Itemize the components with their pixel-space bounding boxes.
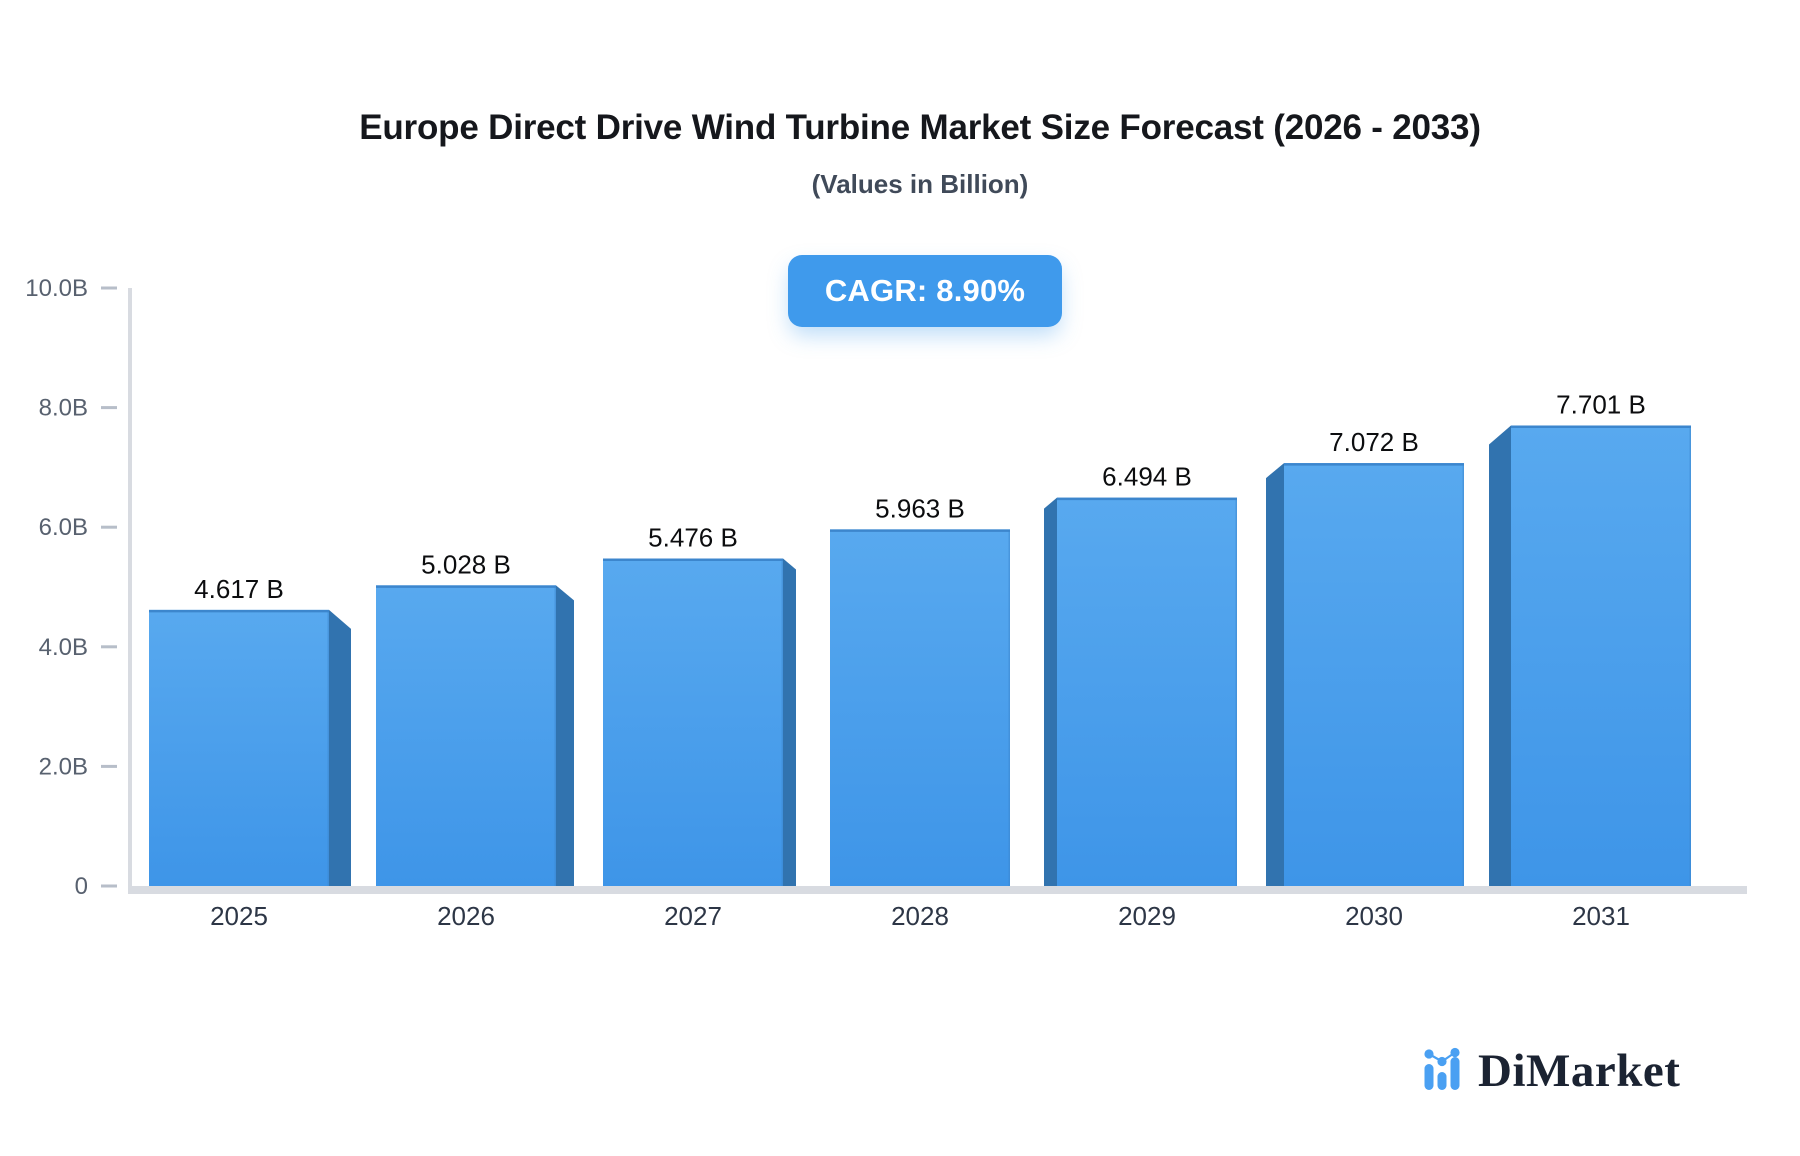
- bar-chart-logo-icon: [1424, 1047, 1460, 1090]
- logo-dot-left: [1424, 1049, 1434, 1059]
- y-tick-label: 2.0B: [39, 753, 88, 780]
- bar-2026: [376, 585, 556, 886]
- bar-group-2029: 6.494 B 2029: [1044, 462, 1237, 931]
- bar-group-2025: 4.617 B 2025: [149, 574, 351, 931]
- bar-side-face: [556, 585, 574, 886]
- x-tick-label: 2031: [1572, 901, 1630, 931]
- chart-subtitle: (Values in Billion): [811, 169, 1029, 199]
- y-axis-line: [128, 288, 132, 886]
- x-axis-line: [128, 886, 1747, 894]
- bar-side-face: [1044, 497, 1057, 886]
- y-tick-mark: [101, 525, 117, 529]
- bar-group-2027: 5.476 B 2027: [603, 523, 796, 931]
- bar-2027: [603, 558, 783, 886]
- bar-2029: [1057, 497, 1237, 886]
- bar-value-label: 5.028 B: [421, 549, 511, 579]
- logo-dot-right: [1450, 1047, 1460, 1058]
- y-tick-mark: [101, 286, 117, 290]
- y-tick-label: 0: [75, 873, 88, 900]
- bar-value-label: 5.963 B: [875, 493, 965, 523]
- bar-group-2031: 7.701 B 2031: [1489, 389, 1691, 931]
- x-tick-label: 2027: [664, 901, 722, 931]
- y-tick-label: 10.0B: [25, 275, 88, 302]
- bar-side-face: [1489, 425, 1511, 886]
- x-tick-label: 2025: [210, 901, 268, 931]
- bar-side-face: [783, 558, 796, 886]
- y-tick-mark: [101, 645, 117, 649]
- bar-group-2028: 5.963 B 2028: [830, 493, 1010, 931]
- bar-value-label: 5.476 B: [648, 523, 738, 553]
- bar-2031: [1511, 425, 1691, 886]
- y-tick-label: 6.0B: [39, 514, 88, 541]
- bar-2025: [149, 609, 329, 886]
- logo-bar-right: [1450, 1057, 1460, 1090]
- cagr-badge: CAGR: 8.90%: [788, 255, 1062, 327]
- bar-value-label: 7.701 B: [1556, 389, 1646, 419]
- x-tick-label: 2030: [1345, 901, 1403, 931]
- bar-value-label: 7.072 B: [1329, 427, 1419, 457]
- y-tick-mark: [101, 884, 117, 888]
- brand-name: DiMarket: [1478, 1045, 1681, 1097]
- bar-side-face: [329, 609, 351, 886]
- y-tick-mark: [101, 764, 117, 768]
- bar-value-label: 4.617 B: [194, 574, 284, 604]
- x-tick-label: 2028: [891, 901, 949, 931]
- bar-side-face: [1266, 463, 1284, 886]
- chart-title: Europe Direct Drive Wind Turbine Market …: [359, 108, 1481, 147]
- x-tick-label: 2026: [437, 901, 495, 931]
- y-tick-label: 4.0B: [39, 634, 88, 661]
- chart-header: Europe Direct Drive Wind Turbine Market …: [40, 106, 1800, 200]
- bar-2030: [1284, 463, 1464, 886]
- bar-value-label: 6.494 B: [1102, 462, 1192, 492]
- bar-group-2026: 5.028 B 2026: [376, 549, 574, 931]
- bar-2028: [830, 529, 1010, 886]
- y-tick-mark: [101, 406, 117, 410]
- logo-bar-middle: [1437, 1072, 1447, 1090]
- logo-bar-left: [1424, 1064, 1434, 1090]
- bar-group-2030: 7.072 B 2030: [1266, 427, 1464, 931]
- logo-dot-middle: [1437, 1056, 1447, 1067]
- y-tick-label: 8.0B: [39, 395, 88, 422]
- x-tick-label: 2029: [1118, 901, 1176, 931]
